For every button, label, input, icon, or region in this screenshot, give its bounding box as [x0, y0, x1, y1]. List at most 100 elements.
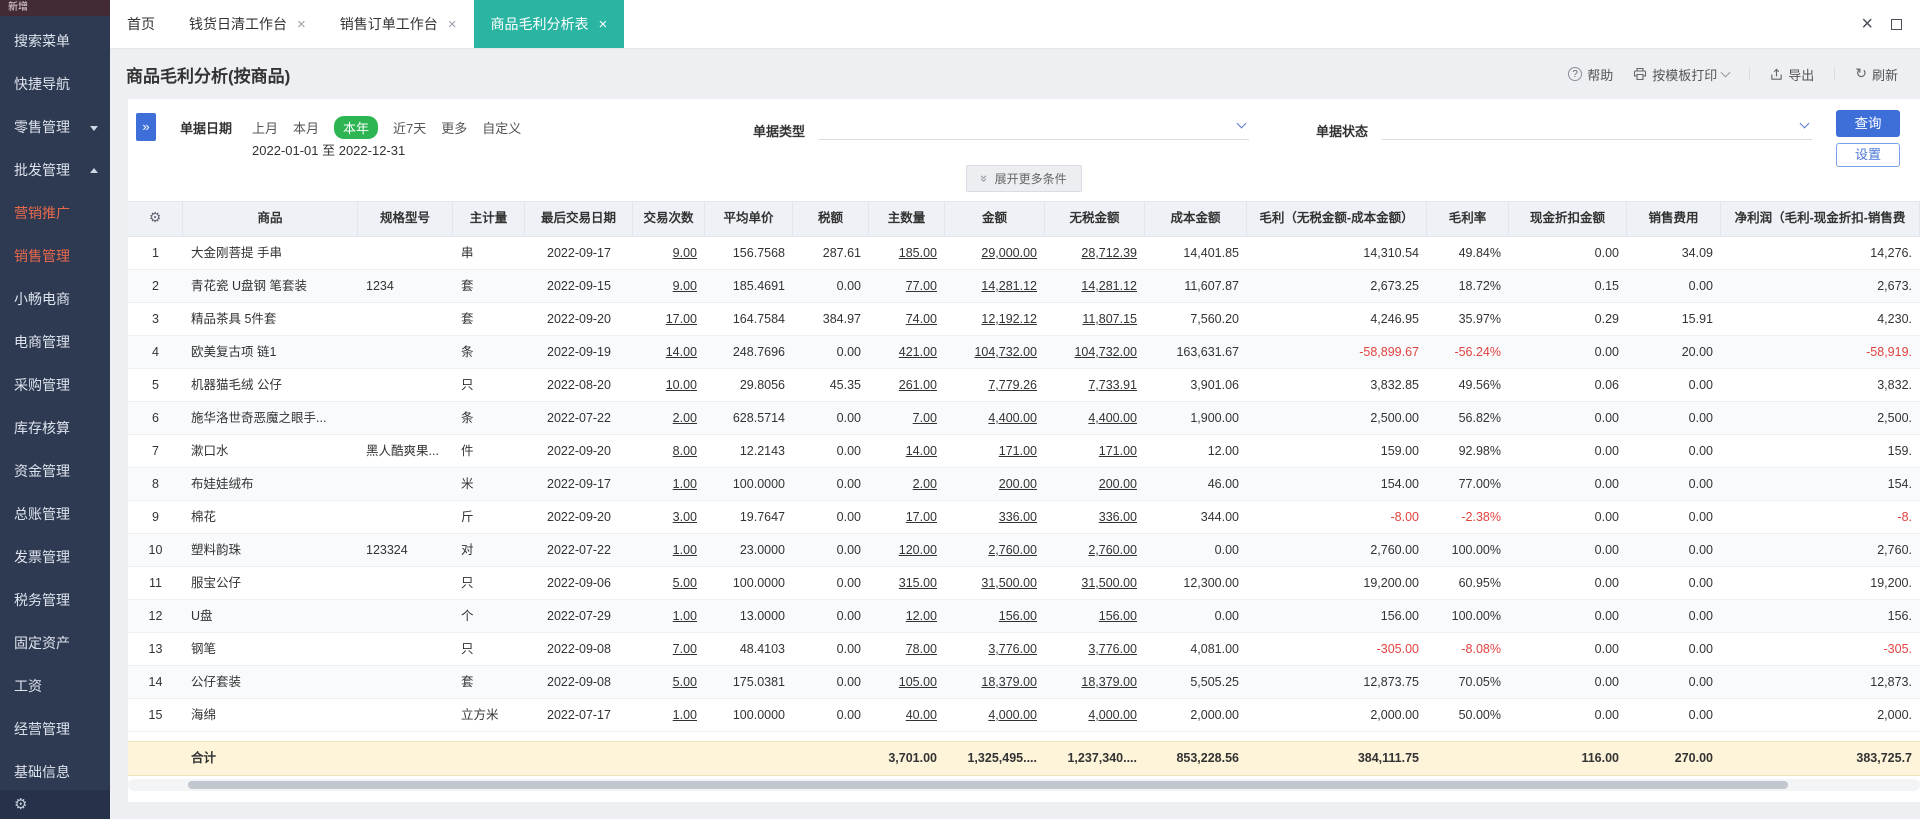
sidebar-item[interactable]: 零售管理: [0, 106, 110, 149]
expand-more-button[interactable]: » 展开更多条件: [966, 165, 1082, 192]
cell-link[interactable]: 421.00: [898, 345, 937, 359]
column-header[interactable]: 成本金额: [1145, 202, 1247, 236]
cell-link[interactable]: 200.00: [1098, 477, 1137, 491]
cell-link[interactable]: 2.00: [672, 411, 697, 425]
cell-link[interactable]: 1.00: [672, 708, 697, 722]
table-row[interactable]: 1 大金刚菩提 手串 串 2022-09-17 9.00 156.7568 287.61 18…: [128, 237, 1920, 270]
cell-link[interactable]: 40.00: [905, 708, 937, 722]
cell-link[interactable]: 28,712.39: [1081, 246, 1137, 260]
tab[interactable]: 首页: [110, 0, 172, 48]
sidebar-item[interactable]: 经营管理: [0, 708, 110, 751]
date-option[interactable]: 近7天: [393, 121, 427, 136]
date-option[interactable]: 自定义: [482, 121, 522, 136]
date-option-active[interactable]: 本年: [334, 116, 379, 139]
cell-link[interactable]: 315.00: [898, 576, 937, 590]
sidebar-item[interactable]: 基础信息: [0, 751, 110, 790]
sidebar-item[interactable]: 采购管理: [0, 364, 110, 407]
gear-icon[interactable]: ⚙: [14, 796, 28, 813]
table-row[interactable]: 9 棉花 斤 2022-09-20 3.00 19.7647 0.00 17.00 336.00…: [128, 501, 1920, 534]
sidebar-item[interactable]: 批发管理: [0, 149, 110, 192]
cell-link[interactable]: 104,732.00: [1074, 345, 1137, 359]
table-row[interactable]: 12 U盘个 2022-07-29 1.00 13.0000 0.00 12.00 156.0…: [128, 600, 1920, 633]
cell-link[interactable]: 18,379.00: [981, 675, 1037, 689]
cell-link[interactable]: 8.00: [672, 444, 697, 458]
cell-link[interactable]: 4,000.00: [988, 708, 1037, 722]
cell-link[interactable]: 156.00: [1098, 609, 1137, 623]
cell-link[interactable]: 4,400.00: [1088, 411, 1137, 425]
table-row[interactable]: 8 布娃娃绒布 米 2022-09-17 1.00 100.0000 0.00 2.00 200…: [128, 468, 1920, 501]
sidebar-item[interactable]: 销售管理: [0, 235, 110, 278]
export-button[interactable]: 导出: [1770, 65, 1814, 84]
column-header[interactable]: 最后交易日期: [525, 202, 633, 236]
cell-link[interactable]: 3.00: [672, 510, 697, 524]
cell-link[interactable]: 9.00: [672, 279, 697, 293]
cell-link[interactable]: 185.00: [898, 246, 937, 260]
sidebar-item[interactable]: 电商管理: [0, 321, 110, 364]
date-option[interactable]: 上月: [252, 121, 279, 136]
cell-link[interactable]: 77.00: [905, 279, 937, 293]
cell-link[interactable]: 336.00: [1098, 510, 1137, 524]
settings-button[interactable]: 设置: [1836, 143, 1900, 167]
cell-link[interactable]: 156.00: [998, 609, 1037, 623]
column-header[interactable]: 主数量: [869, 202, 945, 236]
cell-link[interactable]: 7.00: [912, 411, 937, 425]
cell-link[interactable]: 31,500.00: [981, 576, 1037, 590]
cell-link[interactable]: 1.00: [672, 543, 697, 557]
cell-link[interactable]: 261.00: [898, 378, 937, 392]
cell-link[interactable]: 11,807.15: [1082, 312, 1137, 326]
cell-link[interactable]: 10.00: [665, 378, 697, 392]
column-settings-gear-icon[interactable]: ⚙: [128, 202, 183, 236]
sidebar-item[interactable]: 库存核算: [0, 407, 110, 450]
sidebar-item[interactable]: 发票管理: [0, 536, 110, 579]
sidebar-item[interactable]: 小畅电商: [0, 278, 110, 321]
horizontal-scrollbar[interactable]: [128, 779, 1920, 791]
cell-link[interactable]: 17.00: [665, 312, 697, 326]
column-header[interactable]: 主计量: [453, 202, 525, 236]
column-header[interactable]: 无税金额: [1045, 202, 1145, 236]
cell-link[interactable]: 12,192.12: [981, 312, 1037, 326]
sidebar-item[interactable]: 资金管理: [0, 450, 110, 493]
cell-link[interactable]: 14.00: [665, 345, 697, 359]
cell-link[interactable]: 1.00: [672, 609, 697, 623]
column-header[interactable]: 毛利（无税金额-成本金额）: [1247, 202, 1427, 236]
sidebar-item[interactable]: 搜索菜单: [0, 20, 110, 63]
close-icon[interactable]: ×: [297, 15, 306, 33]
sidebar-item[interactable]: 营销推广: [0, 192, 110, 235]
cell-link[interactable]: 171.00: [1098, 444, 1137, 458]
collapse-panel-button[interactable]: »: [136, 113, 156, 141]
cell-link[interactable]: 3,776.00: [1088, 642, 1137, 656]
table-row[interactable]: 14 公仔套装 套 2022-09-08 5.00 175.0381 0.00 105.00 1…: [128, 666, 1920, 699]
column-header[interactable]: 现金折扣金额: [1509, 202, 1627, 236]
cell-link[interactable]: 120.00: [898, 543, 937, 557]
cell-link[interactable]: 74.00: [905, 312, 937, 326]
cell-link[interactable]: 4,400.00: [988, 411, 1037, 425]
table-row[interactable]: 2 青花瓷 U盘钢 笔套装 1234 套 2022-09-15 9.00 185.4691 0…: [128, 270, 1920, 303]
cell-link[interactable]: 105.00: [898, 675, 937, 689]
cell-link[interactable]: 2,760.00: [1088, 543, 1137, 557]
sidebar-item[interactable]: 工资: [0, 665, 110, 708]
cell-link[interactable]: 9.00: [672, 246, 697, 260]
table-row[interactable]: 10 塑料韵珠 123324 对 2022-07-22 1.00 23.0000 0.00 12…: [128, 534, 1920, 567]
cell-link[interactable]: 7,733.91: [1088, 378, 1137, 392]
sidebar-item[interactable]: 快捷导航: [0, 63, 110, 106]
cell-link[interactable]: 17.00: [905, 510, 937, 524]
cell-link[interactable]: 2.00: [912, 477, 937, 491]
cell-link[interactable]: 2,760.00: [988, 543, 1037, 557]
cell-link[interactable]: 14.00: [905, 444, 937, 458]
close-icon[interactable]: ×: [447, 15, 457, 33]
table-row[interactable]: 11 服宝公仔 只 2022-09-06 5.00 100.0000 0.00 315.00 3…: [128, 567, 1920, 600]
table-row[interactable]: 13 钢笔 只 2022-09-08 7.00 48.4103 0.00 78.00 3,776…: [128, 633, 1920, 666]
sidebar-item[interactable]: 固定资产: [0, 622, 110, 665]
close-icon[interactable]: ×: [598, 15, 608, 33]
table-row[interactable]: 15 海绵 立方米 2022-07-17 1.00 100.0000 0.00 40.00 4,…: [128, 699, 1920, 732]
tab[interactable]: 钱货日清工作台 ×: [172, 0, 323, 48]
sidebar-item[interactable]: 总账管理: [0, 493, 110, 536]
cell-link[interactable]: 18,379.00: [1081, 675, 1137, 689]
scrollbar-thumb[interactable]: [188, 781, 1788, 789]
column-header[interactable]: 平均单价: [705, 202, 793, 236]
date-option[interactable]: 更多: [441, 121, 468, 136]
column-header[interactable]: 金额: [945, 202, 1045, 236]
table-row[interactable]: 5 机器猫毛绒 公仔 只 2022-08-20 10.00 29.8056 45.35 261…: [128, 369, 1920, 402]
column-header[interactable]: 规格型号: [358, 202, 453, 236]
cell-link[interactable]: 14,281.12: [1081, 279, 1137, 293]
